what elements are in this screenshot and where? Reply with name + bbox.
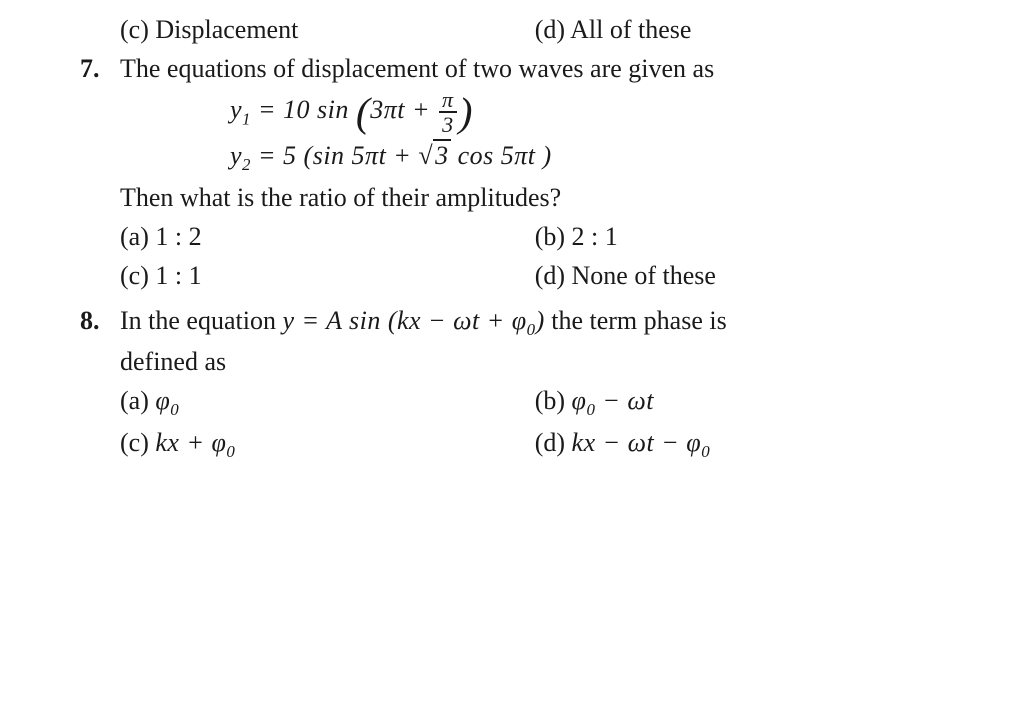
q8-sub0: 0: [527, 320, 536, 339]
q8-options: (a) φ0 (b) φ0 − ωt (c) kx + φ0 (d) kx − …: [120, 381, 984, 464]
eq1-frac-den: 3: [439, 113, 457, 136]
option-d-text: (d) All of these: [535, 15, 692, 44]
open-paren-icon: (: [356, 89, 370, 135]
q8-c-math: kx + φ0: [155, 428, 235, 457]
page-content: (c) Displacement (d) All of these 7. The…: [0, 0, 1024, 475]
q8-c-math-text: kx + φ: [155, 428, 226, 457]
q8-d-prefix: (d): [535, 428, 572, 457]
q8-a-sub: 0: [170, 401, 179, 420]
q8-b-math-text: φ: [572, 386, 587, 415]
q7-options: (a) 1 : 2 (b) 2 : 1 (c) 1 : 1 (d) None o…: [120, 217, 984, 295]
close-paren-icon: ): [459, 89, 473, 135]
q8-b-prefix: (b): [535, 386, 572, 415]
q8-option-d: (d) kx − ωt − φ0: [535, 423, 950, 465]
q7-number: 7.: [80, 49, 120, 88]
q7-stem-line1: The equations of displacement of two wav…: [120, 49, 714, 88]
q8-option-c: (c) kx + φ0: [120, 423, 535, 465]
question-7: 7. The equations of displacement of two …: [80, 49, 984, 88]
eq1-pre: = 10 sin: [251, 95, 356, 124]
q8-stem-math: y = A sin (kx − ωt + φ0): [282, 306, 544, 335]
q8-d-math-text: kx − ωt − φ: [572, 428, 702, 457]
q7-option-b-text: (b) 2 : 1: [535, 222, 618, 251]
q8-d-math: kx − ωt − φ0: [572, 428, 711, 457]
eq2-post: cos 5πt ): [451, 141, 552, 170]
q7-option-b: (b) 2 : 1: [535, 217, 950, 256]
eq2-sub: 2: [242, 156, 251, 175]
q8-b-math2: − ωt: [595, 386, 654, 415]
eq1-frac-num: π: [439, 88, 457, 113]
sqrt-icon: 3: [418, 136, 450, 175]
q7-equation-1: y1 = 10 sin (3πt + π3): [230, 88, 984, 136]
q7-option-a-text: (a) 1 : 2: [120, 222, 202, 251]
q7-option-c-text: (c) 1 : 1: [120, 261, 202, 290]
q8-b-math: φ0 − ωt: [572, 386, 654, 415]
q8-a-math-text: φ: [155, 386, 170, 415]
q8-option-b: (b) φ0 − ωt: [535, 381, 950, 423]
option-c-text: (c) Displacement: [120, 15, 298, 44]
question-8: 8. In the equation y = A sin (kx − ωt + …: [80, 301, 984, 343]
eq2-radicand: 3: [433, 139, 451, 170]
q7-option-c: (c) 1 : 1: [120, 256, 535, 295]
q8-stem: In the equation y = A sin (kx − ωt + φ0)…: [120, 301, 727, 343]
q8-math-text: y = A sin (kx − ωt + φ: [282, 306, 526, 335]
eq1-sub: 1: [242, 109, 251, 128]
q8-stem-line2: defined as: [120, 342, 984, 381]
eq2-lhs: y: [230, 141, 242, 170]
q8-a-prefix: (a): [120, 386, 155, 415]
eq1-lhs: y: [230, 95, 242, 124]
q8-a-math: φ0: [155, 386, 179, 415]
q8-c-prefix: (c): [120, 428, 155, 457]
q8-stem-post: the term phase is: [545, 306, 727, 335]
q8-c-sub: 0: [226, 442, 235, 461]
q8-stem-pre: In the equation: [120, 306, 282, 335]
q7-stem-line2: Then what is the ratio of their amplitud…: [120, 178, 984, 217]
eq1-fraction: π3: [439, 88, 457, 136]
q8-math-close: ): [536, 306, 545, 335]
q8-number: 8.: [80, 301, 120, 340]
prev-question-options: (c) Displacement (d) All of these: [120, 10, 984, 49]
q7-option-d: (d) None of these: [535, 256, 950, 295]
q7-equation-2: y2 = 5 (sin 5πt + 3 cos 5πt ): [230, 136, 984, 178]
q7-option-d-text: (d) None of these: [535, 261, 716, 290]
q8-option-a: (a) φ0: [120, 381, 535, 423]
q8-d-sub: 0: [701, 442, 710, 461]
option-d: (d) All of these: [535, 10, 950, 49]
option-c: (c) Displacement: [120, 10, 535, 49]
eq1-arg: 3πt +: [370, 95, 437, 124]
q7-option-a: (a) 1 : 2: [120, 217, 535, 256]
eq2-pre: = 5 (sin 5πt +: [251, 141, 418, 170]
